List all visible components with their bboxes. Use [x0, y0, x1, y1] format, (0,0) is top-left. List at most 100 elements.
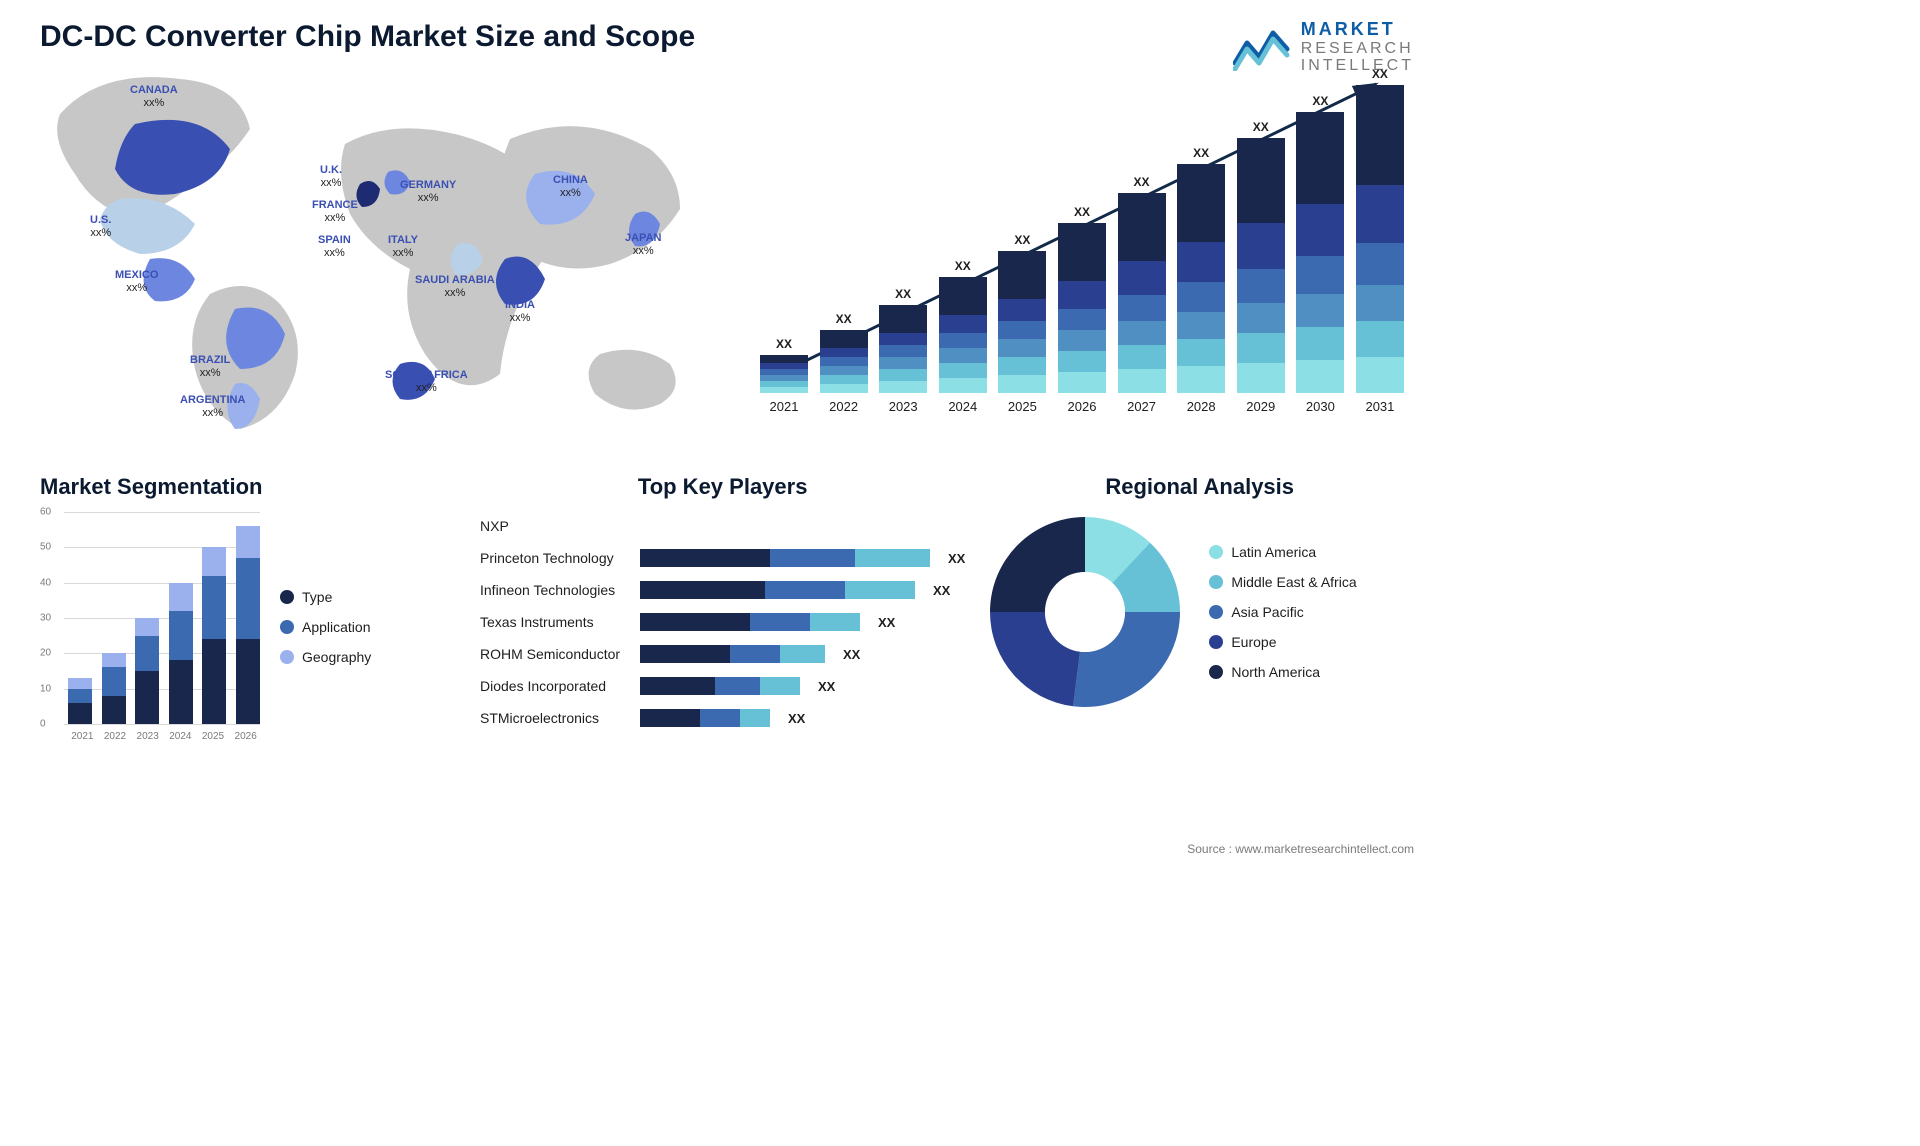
map-label: INDIAxx% — [505, 299, 535, 325]
map-label: ITALYxx% — [388, 234, 418, 260]
player-value: XX — [948, 551, 965, 566]
y-tick-label: 40 — [40, 577, 51, 588]
bar-value-label: XX — [1134, 175, 1150, 189]
regional-panel: Regional Analysis Latin America Middle Ea… — [985, 474, 1414, 742]
bar-value-label: XX — [895, 287, 911, 301]
y-tick-label: 50 — [40, 542, 51, 553]
y-tick-label: 10 — [40, 683, 51, 694]
map-label: SAUDI ARABIAxx% — [415, 274, 495, 300]
legend-item: Geography — [280, 649, 371, 665]
player-name: STMicroelectronics — [480, 710, 630, 726]
regional-legend: Latin America Middle East & Africa Asia Pa… — [1209, 544, 1356, 680]
player-row: STMicroelectronics XX — [480, 704, 965, 732]
seg-bar — [135, 618, 159, 724]
bar-group: XX 2021 — [760, 337, 808, 414]
player-row: ROHM Semiconductor XX — [480, 640, 965, 668]
player-value: XX — [933, 583, 950, 598]
bar-year-label: 2030 — [1306, 399, 1335, 414]
x-tick-label: 2022 — [100, 731, 130, 742]
bar-group: XX2022 — [820, 312, 868, 414]
seg-bar — [68, 678, 92, 724]
bar-year-label: 2031 — [1365, 399, 1394, 414]
bar-group: XX 2028 — [1177, 146, 1225, 414]
bar-year-label: 2028 — [1187, 399, 1216, 414]
bar-year-label: 2027 — [1127, 399, 1156, 414]
y-tick-label: 20 — [40, 648, 51, 659]
bar-value-label: XX — [836, 312, 852, 326]
bar-value-label: XX — [776, 337, 792, 351]
bar-value-label: XX — [1193, 146, 1209, 160]
player-row: Infineon Technologies XX — [480, 576, 965, 604]
bar-value-label: XX — [1253, 120, 1269, 134]
player-name: ROHM Semiconductor — [480, 646, 630, 662]
bar-year-label: 2029 — [1246, 399, 1275, 414]
player-name: Infineon Technologies — [480, 582, 630, 598]
map-label: GERMANYxx% — [400, 179, 456, 205]
player-value: XX — [843, 647, 860, 662]
legend-item: Latin America — [1209, 544, 1356, 560]
players-list: NXP Princeton TechnologyXX Infineon Techno… — [480, 512, 965, 732]
x-tick-label: 2023 — [133, 731, 163, 742]
segmentation-panel: Market Segmentation 01020304050602021202… — [40, 474, 460, 742]
map-label: U.S.xx% — [90, 214, 111, 240]
map-label: FRANCExx% — [312, 199, 358, 225]
bar-value-label: XX — [955, 259, 971, 273]
bar-group: XX 2029 — [1237, 120, 1285, 414]
segmentation-legend: TypeApplicationGeography — [280, 512, 371, 742]
y-tick-label: 30 — [40, 613, 51, 624]
seg-bar — [202, 547, 226, 724]
bar-group: XX 2030 — [1296, 94, 1344, 414]
player-value: XX — [818, 679, 835, 694]
map-label: CHINAxx% — [553, 174, 588, 200]
segmentation-title: Market Segmentation — [40, 474, 460, 500]
map-label: ARGENTINAxx% — [180, 394, 245, 420]
y-tick-label: 60 — [40, 507, 51, 518]
legend-item: North America — [1209, 664, 1356, 680]
legend-item: Middle East & Africa — [1209, 574, 1356, 590]
bar-year-label: 2023 — [889, 399, 918, 414]
x-tick-label: 2026 — [231, 731, 261, 742]
map-label: BRAZILxx% — [190, 354, 230, 380]
player-value: XX — [788, 711, 805, 726]
x-tick-label: 2021 — [67, 731, 97, 742]
bar-group: XX 2027 — [1118, 175, 1166, 414]
seg-bar — [169, 583, 193, 724]
player-value: XX — [878, 615, 895, 630]
bar-group: XX 2024 — [939, 259, 987, 414]
regional-title: Regional Analysis — [985, 474, 1414, 500]
bar-year-label: 2025 — [1008, 399, 1037, 414]
world-map: CANADAxx% U.S.xx% MEXICOxx% BRAZILxx% ARGENT… — [40, 64, 720, 444]
donut-chart — [985, 512, 1185, 712]
map-label: JAPANxx% — [625, 232, 661, 258]
bar-value-label: XX — [1014, 233, 1030, 247]
bar-group: XX2026 — [1058, 205, 1106, 414]
seg-bar — [236, 526, 260, 724]
map-label: SOUTH AFRICAxx% — [385, 369, 468, 395]
legend-item: Type — [280, 589, 371, 605]
player-row: Princeton TechnologyXX — [480, 544, 965, 572]
bar-year-label: 2021 — [770, 399, 799, 414]
main-bar-chart: XX2021XX2022XX2023XX2024XX2025XX2026XX20… — [750, 64, 1414, 444]
bar-year-label: 2024 — [948, 399, 977, 414]
players-title: Top Key Players — [480, 474, 965, 500]
map-label: U.K.xx% — [320, 164, 342, 190]
segmentation-chart: 0102030405060202120222023202420252026 — [40, 512, 260, 742]
player-row: Texas InstrumentsXX — [480, 608, 965, 636]
bar-group: XX 2023 — [879, 287, 927, 414]
legend-item: Asia Pacific — [1209, 604, 1356, 620]
x-tick-label: 2024 — [165, 731, 195, 742]
logo-line1: MARKET — [1301, 20, 1414, 40]
legend-item: Europe — [1209, 634, 1356, 650]
seg-bar — [102, 653, 126, 724]
player-name: Diodes Incorporated — [480, 678, 630, 694]
player-row: Diodes Incorporated XX — [480, 672, 965, 700]
map-label: MEXICOxx% — [115, 269, 158, 295]
bar-value-label: XX — [1312, 94, 1328, 108]
x-tick-label: 2025 — [198, 731, 228, 742]
map-label: SPAINxx% — [318, 234, 351, 260]
map-label: CANADAxx% — [130, 84, 178, 110]
bar-group: XX 2031 — [1356, 67, 1404, 414]
bar-value-label: XX — [1372, 67, 1388, 81]
player-row: NXP — [480, 512, 965, 540]
y-tick-label: 0 — [40, 719, 46, 730]
